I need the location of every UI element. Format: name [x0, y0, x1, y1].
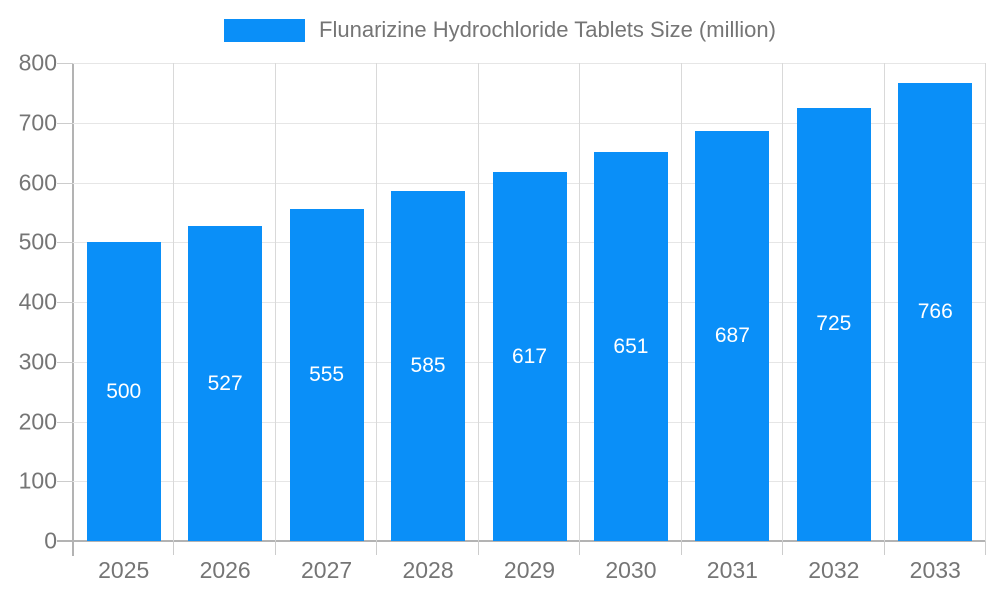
- y-axis-tick: [57, 122, 73, 124]
- gridline-vertical: [985, 63, 986, 541]
- y-axis-tick: [57, 63, 73, 64]
- gridline-vertical: [782, 63, 784, 541]
- gridline-vertical: [376, 63, 378, 541]
- y-axis-tick: [57, 421, 73, 423]
- x-axis-tick-label: 2029: [503, 557, 556, 583]
- bar-2028[interactable]: 585: [391, 191, 466, 541]
- y-axis-tick-label: 600: [18, 169, 57, 195]
- x-axis-tick-label: 2030: [605, 557, 657, 583]
- bar-value-label: 585: [410, 354, 446, 378]
- bar-2032[interactable]: 725: [796, 107, 871, 541]
- y-axis-tick-label: 800: [18, 49, 57, 76]
- bar-value-label: 500: [106, 379, 142, 403]
- bar-value-label: 617: [511, 344, 548, 368]
- bar-value-label: 555: [309, 363, 345, 387]
- bar-value-label: 527: [207, 371, 243, 395]
- x-axis-tick: [985, 541, 986, 555]
- bar-2026[interactable]: 527: [188, 226, 263, 541]
- y-axis-tick-label: 700: [18, 109, 57, 136]
- plot-area: 500 527 555 585 617 651 687 725 766: [57, 63, 986, 556]
- x-axis-tick-label: 2028: [402, 557, 454, 583]
- y-axis-tick: [57, 182, 73, 184]
- y-axis-tick-label: 300: [18, 348, 57, 375]
- bar-value-label: 766: [917, 300, 953, 324]
- x-axis-tick: [579, 541, 581, 555]
- bar-2027[interactable]: 555: [289, 209, 364, 541]
- gridline-vertical: [274, 63, 276, 541]
- bar-2031[interactable]: 687: [695, 130, 770, 541]
- bar-2025[interactable]: 500: [86, 242, 161, 541]
- x-axis-tick-label: 2027: [301, 557, 353, 583]
- bar-2033[interactable]: 766: [898, 83, 973, 541]
- gridline-vertical: [883, 63, 885, 541]
- legend-label: Flunarizine Hydrochloride Tablets Size (…: [319, 17, 776, 42]
- y-axis-tick: [57, 302, 73, 303]
- y-axis-tick: [57, 361, 73, 363]
- gridline-horizontal: [73, 63, 986, 64]
- y-axis-tick-label: 100: [18, 467, 57, 494]
- bar-2030[interactable]: 651: [593, 152, 668, 541]
- legend-swatch-icon: [224, 18, 306, 42]
- y-axis-tick-label: 500: [18, 228, 57, 255]
- y-axis-tick-label: 0: [44, 527, 57, 554]
- x-axis-tick-label: 2025: [98, 557, 150, 583]
- bar-2029[interactable]: 617: [492, 172, 567, 541]
- gridline-vertical: [579, 63, 581, 541]
- bar-value-label: 651: [613, 334, 649, 358]
- x-axis-tick-label: 2026: [199, 557, 251, 583]
- y-axis-tick-label: 200: [18, 408, 57, 434]
- x-axis-tick: [376, 541, 378, 555]
- bar-value-label: 725: [816, 312, 852, 336]
- x-axis-tick: [173, 541, 175, 555]
- x-axis-tick: [274, 541, 276, 555]
- gridline-vertical: [173, 63, 175, 541]
- x-axis-line: [57, 540, 986, 542]
- x-axis-tick-label: 2032: [808, 557, 860, 583]
- x-axis-tick-label: 2031: [706, 557, 758, 583]
- y-axis-line: [72, 63, 74, 556]
- y-axis-tick-label: 400: [18, 288, 57, 315]
- x-axis-tick: [782, 541, 784, 555]
- legend-item[interactable]: Flunarizine Hydrochloride Tablets Size (…: [0, 17, 1000, 43]
- x-axis-tick: [680, 541, 682, 555]
- gridline-vertical: [680, 63, 682, 541]
- x-axis-tick: [477, 541, 479, 555]
- y-axis-tick: [57, 481, 73, 483]
- x-axis-tick: [883, 541, 885, 555]
- y-axis-tick: [57, 242, 73, 244]
- x-axis-tick-label: 2033: [909, 557, 961, 583]
- bar-value-label: 687: [714, 323, 750, 347]
- gridline-horizontal: [73, 122, 986, 124]
- gridline-vertical: [477, 63, 479, 541]
